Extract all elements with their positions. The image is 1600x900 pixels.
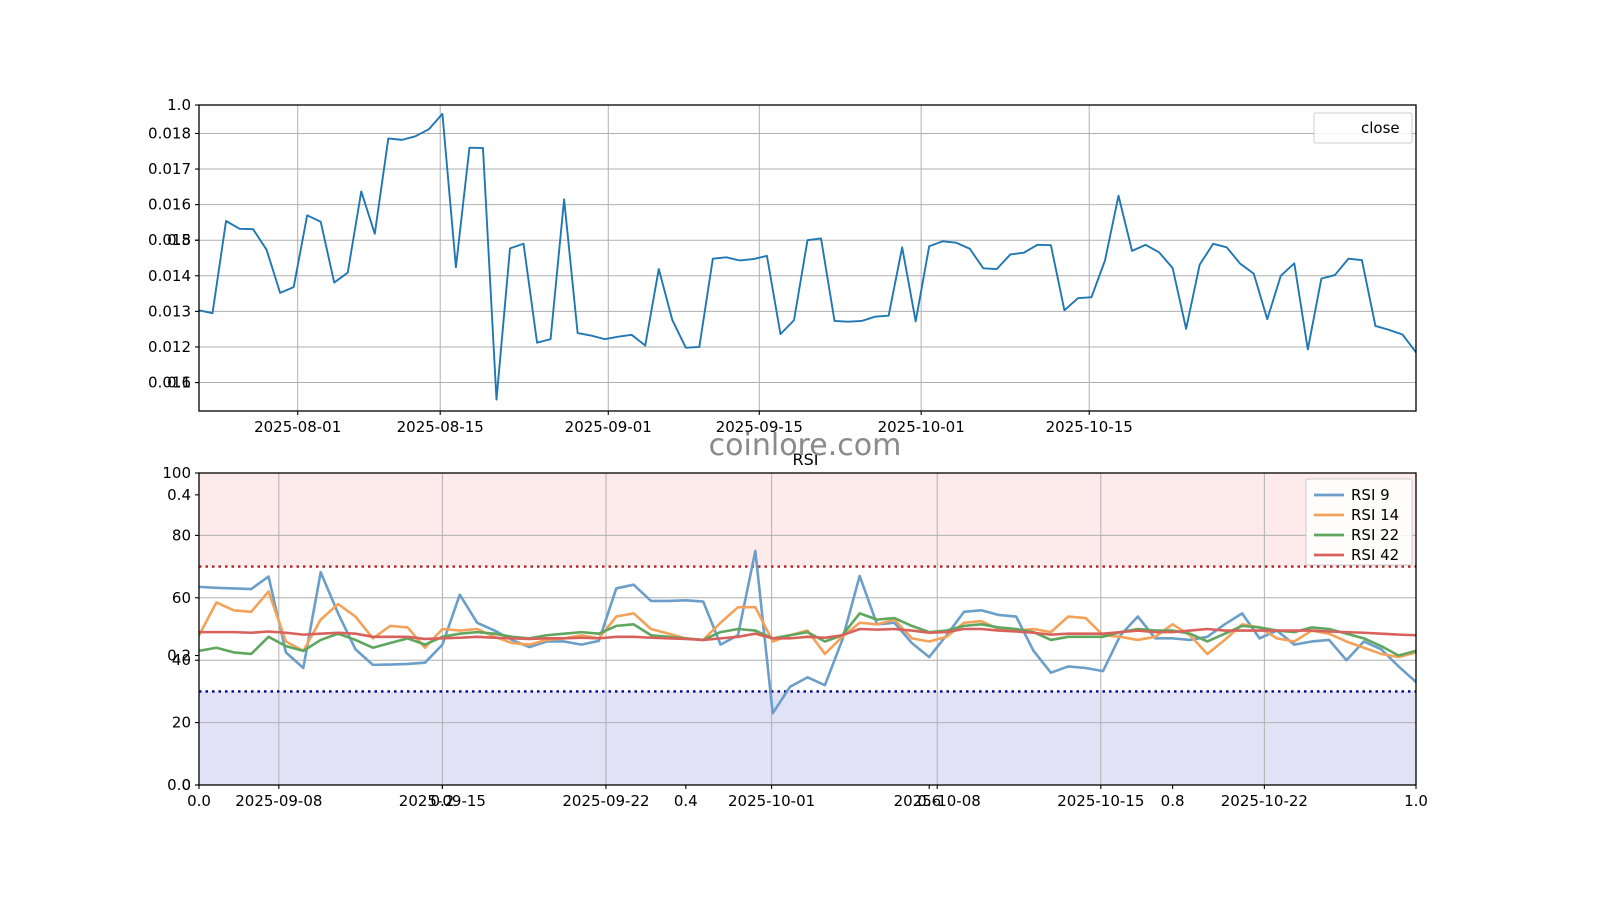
rsi-ytick-label-4: 80 [172,526,191,544]
rsi-xtick-label-1: 2025-09-15 [399,792,486,810]
price-legend-box [1313,112,1413,144]
rsi-legend: RSI 9 RSI 14 RSI 22 RSI 42 [1305,478,1413,566]
rsi-secondary-xtick-label-5: 1.0 [1404,792,1428,810]
price-ytick-label-5: 0.016 [148,196,191,214]
rsi-ytick-label-2: 40 [172,651,191,669]
rsi-secondary-xtick-label-1: 0.2 [430,792,454,810]
rsi-secondary-ytick-label-2: 0.4 [167,486,191,504]
rsi-xtick-label-5: 2025-10-15 [1057,792,1144,810]
rsi-panel-title: RSI [793,450,819,469]
rsi-panel: 0 20 40 60 80 100 2025-09-08 2025-09-15 2025-09-… [162,450,1428,810]
rsi-secondary-ytick-label-0: 0.0 [167,776,191,794]
rsi-secondary-xtick-label-4: 0.8 [1161,792,1185,810]
price-ytick-label-0: 0.011 [148,374,191,392]
price-legend: close [1313,112,1413,144]
rsi-legend-box [1305,478,1413,566]
rsi-band-0-30 [199,691,1416,785]
rsi-xtick-label-6: 2025-10-22 [1221,792,1308,810]
rsi-xtick-label-4: 2025-10-08 [894,792,981,810]
rsi-legend-label-rsi-14: RSI 14 [1351,506,1399,524]
price-axes-frame [198,104,1417,412]
price-xtick-label-1: 2025-08-15 [397,418,484,436]
rsi-ytick-label-5: 100 [162,464,191,482]
price-ytick-label-4: 0.015 [148,231,191,249]
rsi-xtick-label-2: 2025-09-22 [562,792,649,810]
price-secondary-ytick-label-0: 0.6 [167,374,191,392]
watermark-text: coinlore.com [709,428,902,463]
price-xtick-label-5: 2025-10-15 [1046,418,1133,436]
price-xtick-label-0: 2025-08-01 [254,418,341,436]
price-legend-label-close: close [1361,119,1400,137]
rsi-ytick-label-0: 0 [181,776,191,794]
rsi-axes-frame [198,472,1417,786]
price-xtick-label-4: 2025-10-01 [878,418,965,436]
rsi-series-rsi-9 [199,549,1416,715]
price-ytick-label-3: 0.014 [148,267,191,285]
rsi-band-70-100 [199,473,1416,567]
rsi-ytick-label-1: 20 [172,714,191,732]
price-xtick-label-2: 2025-09-01 [565,418,652,436]
price-secondary-ytick-label-2: 1.0 [167,96,191,114]
rsi-secondary-xtick-label-3: 0.6 [917,792,941,810]
price-ytick-label-1: 0.012 [148,338,191,356]
price-ytick-label-7: 0.018 [148,124,191,142]
rsi-legend-label-rsi-22: RSI 22 [1351,526,1399,544]
rsi-legend-label-rsi-42: RSI 42 [1351,546,1399,564]
rsi-legend-label-rsi-9: RSI 9 [1351,486,1390,504]
rsi-series-rsi-14 [199,590,1416,659]
rsi-secondary-ytick-label-1: 0.2 [167,647,191,665]
rsi-xtick-label-0: 2025-09-08 [235,792,322,810]
price-plot-background [199,105,1416,411]
price-series-close [199,112,1416,401]
price-secondary-ytick-label-1: 0.8 [167,231,191,249]
rsi-secondary-xtick-label-2: 0.4 [674,792,698,810]
rsi-xtick-label-3: 2025-10-01 [728,792,815,810]
rsi-secondary-xtick-label-0: 0.0 [187,792,211,810]
rsi-series-rsi-22 [199,612,1416,657]
price-ytick-label-2: 0.013 [148,302,191,320]
price-xtick-label-3: 2025-09-15 [716,418,803,436]
price-ytick-label-6: 0.017 [148,160,191,178]
rsi-ytick-label-3: 60 [172,589,191,607]
rsi-series-rsi-42 [199,627,1416,642]
price-panel: 0.011 0.012 0.013 0.014 0.015 0.016 0.017 0.018… [148,96,1417,436]
